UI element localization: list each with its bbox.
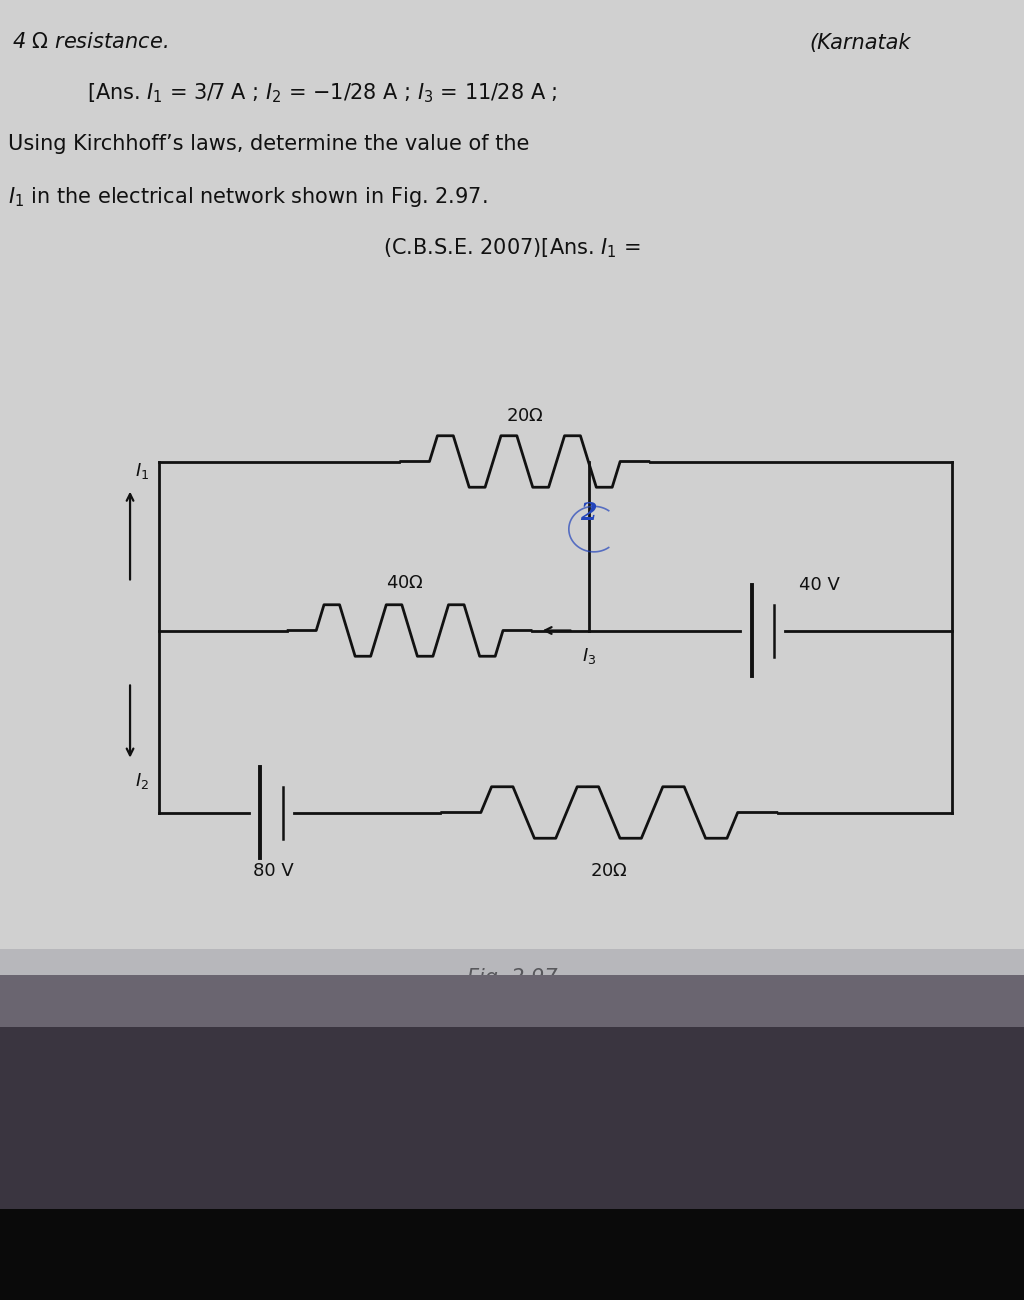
Bar [0, 1209, 1024, 1300]
Text: $I_1$: $I_1$ [135, 462, 150, 481]
Text: 20$\Omega$: 20$\Omega$ [590, 862, 629, 880]
Text: 20$\Omega$: 20$\Omega$ [506, 407, 545, 425]
Bar [0, 949, 1024, 1001]
Text: Using Kirchhoff’s laws, determine the value of the: Using Kirchhoff’s laws, determine the va… [8, 134, 529, 153]
Text: $I_3$: $I_3$ [582, 646, 596, 666]
Text: Fig. 2.97: Fig. 2.97 [467, 968, 557, 988]
Bar [0, 975, 1024, 1066]
Text: 4 $\Omega$ resistance.: 4 $\Omega$ resistance. [12, 32, 168, 52]
Text: 80 V: 80 V [253, 862, 294, 880]
Text: (C.B.S.E. 2007)[Ans. $I_1$ =: (C.B.S.E. 2007)[Ans. $I_1$ = [383, 237, 641, 260]
Text: $\mathit{I}_1$ in the electrical network shown in Fig. 2.97.: $\mathit{I}_1$ in the electrical network… [8, 185, 487, 208]
Bar [0, 1027, 1024, 1209]
Text: [Ans. $\mathit{I}_1$ = 3/7 A ; $\mathit{I}_2$ = $-$1/28 A ; $\mathit{I}_3$ = 11/: [Ans. $\mathit{I}_1$ = 3/7 A ; $\mathit{… [87, 82, 558, 105]
Text: 40 V: 40 V [799, 576, 840, 594]
Text: $I_2$: $I_2$ [135, 771, 150, 790]
Text: 40$\Omega$: 40$\Omega$ [385, 573, 424, 592]
Text: 2: 2 [581, 502, 597, 525]
Text: (Karnatak: (Karnatak [809, 32, 910, 52]
